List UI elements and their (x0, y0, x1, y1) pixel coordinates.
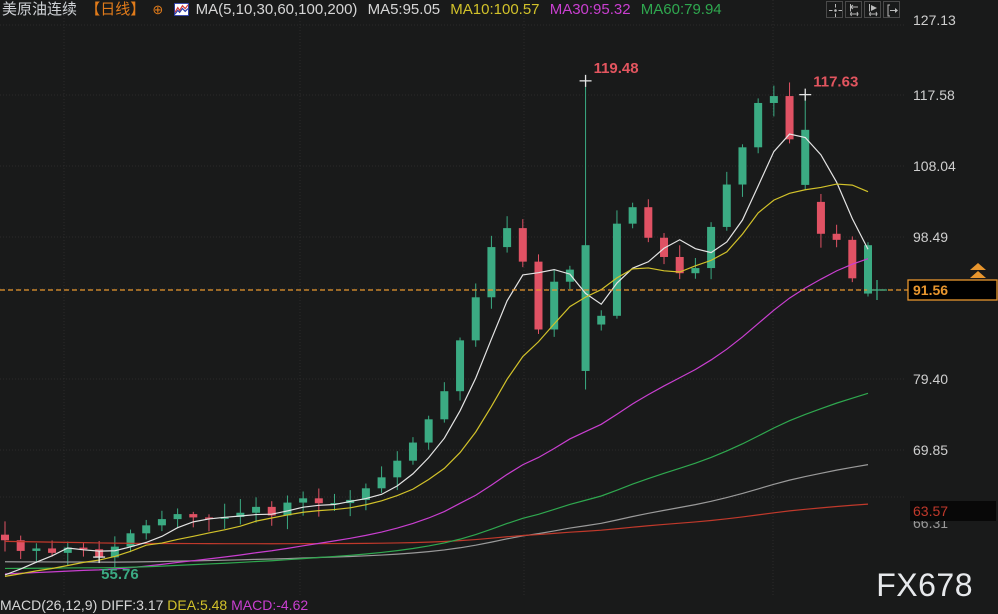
svg-text:63.57: 63.57 (913, 503, 948, 519)
svg-text:55.76: 55.76 (101, 566, 139, 583)
svg-text:117.63: 117.63 (813, 74, 858, 91)
svg-text:91.56: 91.56 (913, 282, 948, 298)
svg-text:108.04: 108.04 (913, 158, 956, 174)
svg-text:117.58: 117.58 (913, 87, 955, 103)
svg-text:98.49: 98.49 (913, 229, 948, 245)
svg-text:79.40: 79.40 (913, 371, 948, 387)
svg-text:119.48: 119.48 (594, 60, 639, 77)
svg-text:69.85: 69.85 (913, 442, 948, 458)
